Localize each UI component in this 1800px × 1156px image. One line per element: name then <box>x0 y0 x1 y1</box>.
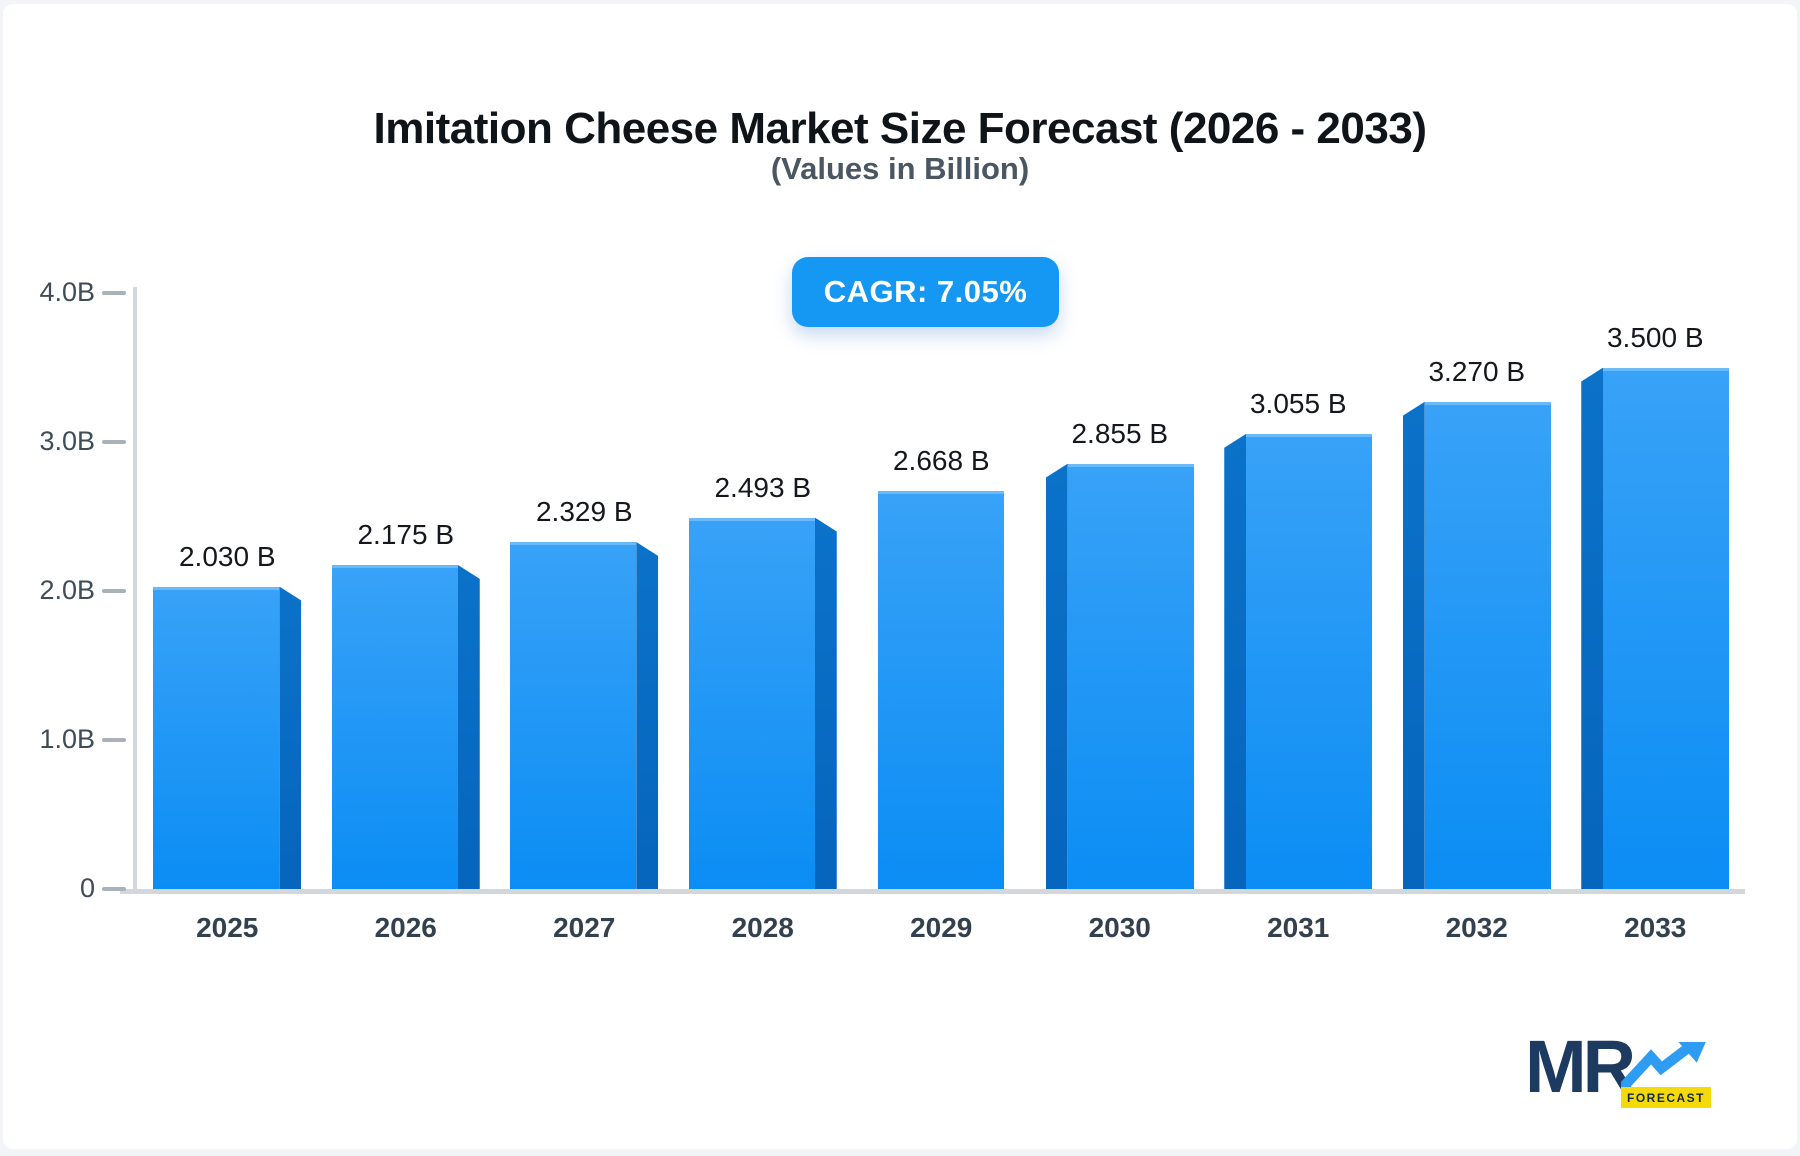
bar-2025 <box>153 586 302 889</box>
chart-title: Imitation Cheese Market Size Forecast (2… <box>373 104 1427 153</box>
bar-2026 <box>331 564 480 889</box>
bar-2027 <box>510 541 659 889</box>
bar-value-label: 2.668 B <box>892 445 990 477</box>
y-axis-tick <box>102 589 126 593</box>
bar-2028 <box>688 517 837 889</box>
cagr-badge-label: CAGR: 7.05% <box>823 274 1028 309</box>
bar-side-shade <box>636 541 659 889</box>
bar-value-label: 2.329 B <box>535 495 633 527</box>
bar-value-label: 3.270 B <box>1428 355 1526 387</box>
bar-face <box>331 564 458 889</box>
y-axis-line <box>133 287 137 893</box>
logo-text: MR <box>1525 1025 1636 1108</box>
bar-face <box>1246 433 1373 889</box>
x-axis-label-2030: 2030 <box>1088 912 1151 943</box>
bar-face <box>510 541 637 889</box>
bar-2031 <box>1224 433 1373 889</box>
bar-side-shade <box>1224 433 1247 889</box>
y-axis-tick <box>102 738 126 742</box>
bar-face <box>1067 463 1194 889</box>
y-axis-tick-label: 3.0B <box>39 426 95 456</box>
x-axis-label-2028: 2028 <box>731 912 794 943</box>
x-axis-label-2025: 2025 <box>196 912 259 943</box>
bar-side-shade <box>1581 367 1604 889</box>
bar-side-shade <box>1045 463 1068 889</box>
bar-2030 <box>1045 463 1194 889</box>
bar-2029 <box>878 491 1005 889</box>
y-axis-tick <box>102 291 126 295</box>
bar-face <box>1424 401 1551 889</box>
bar-2033 <box>1581 367 1730 889</box>
bar-face <box>1603 367 1730 889</box>
x-axis-label-2029: 2029 <box>910 912 973 943</box>
x-axis-label-2026: 2026 <box>374 912 437 943</box>
bar-value-label: 2.855 B <box>1071 417 1169 449</box>
chart-card: Imitation Cheese Market Size Forecast (2… <box>3 4 1797 1149</box>
chart-subtitle: (Values in Billion) <box>770 151 1030 186</box>
bar-side-shade <box>1402 401 1425 889</box>
bar-2032 <box>1402 401 1551 889</box>
y-axis-tick-label: 4.0B <box>39 277 95 307</box>
y-axis-tick-label: 0 <box>79 873 95 903</box>
x-axis-label-2033: 2033 <box>1624 912 1687 943</box>
y-axis-tick <box>102 887 126 891</box>
bar-value-label: 2.030 B <box>178 540 276 572</box>
y-axis-tick-label: 2.0B <box>39 575 95 605</box>
y-axis-tick <box>102 440 126 444</box>
cagr-badge: CAGR: 7.05% <box>792 257 1059 327</box>
bar-face <box>153 586 280 889</box>
bar-side-shade <box>457 564 480 889</box>
logo-forecast-label: FORECAST <box>1621 1087 1711 1108</box>
bar-value-label: 2.493 B <box>714 471 812 503</box>
bar-face <box>878 491 1005 889</box>
x-axis-label-2032: 2032 <box>1445 912 1508 943</box>
bar-value-label: 3.500 B <box>1606 321 1704 353</box>
bar-face <box>688 517 815 889</box>
x-axis-line <box>120 889 1745 894</box>
brand-logo: MR FORECAST <box>1525 1030 1725 1118</box>
bar-value-label: 3.055 B <box>1249 387 1347 419</box>
bar-chart: 0 1.0B 2.0B 3.0B 4.0B 2.030 B 2025 2.175 B 2026 2… <box>3 4 1797 1149</box>
x-axis-label-2031: 2031 <box>1267 912 1330 943</box>
trend-up-arrow-icon <box>1621 1042 1706 1090</box>
bar-value-label: 2.175 B <box>357 518 455 550</box>
x-axis-label-2027: 2027 <box>553 912 616 943</box>
bar-side-shade <box>279 586 302 889</box>
bar-side-shade <box>814 517 837 889</box>
y-axis-tick-label: 1.0B <box>39 724 95 754</box>
